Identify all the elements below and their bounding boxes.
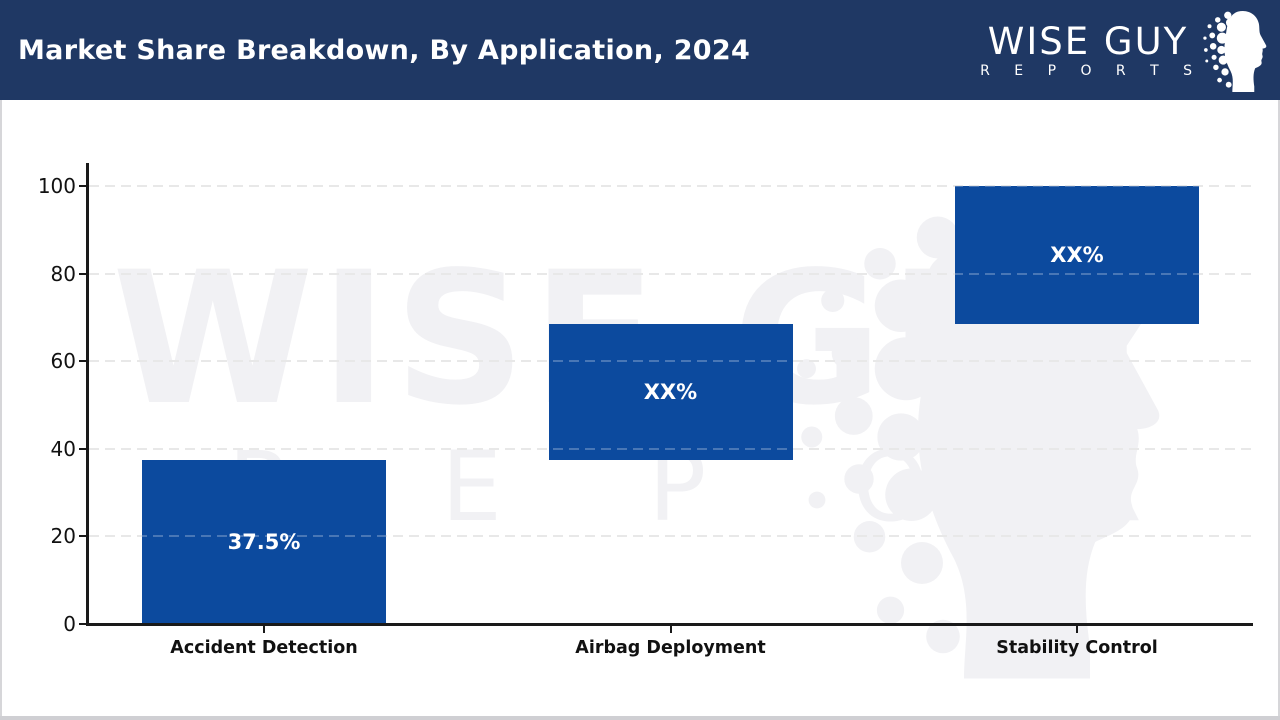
gridline-overlay — [89, 360, 1253, 363]
bar-value-label: XX% — [643, 379, 698, 404]
gridline — [89, 272, 1253, 275]
y-axis-tick — [79, 447, 88, 450]
bar-segment — [142, 459, 386, 624]
frame-edge-right — [1278, 100, 1280, 720]
y-axis-tick-label: 0 — [63, 612, 76, 636]
bar-segment — [955, 186, 1199, 324]
y-axis-tick — [79, 360, 88, 363]
watermark-face-icon — [797, 212, 1160, 679]
x-axis-tick — [263, 626, 265, 633]
gridline — [89, 185, 1253, 187]
gridline-overlay — [89, 185, 1253, 187]
gridline-overlay — [89, 447, 1253, 450]
y-axis-tick — [79, 535, 88, 538]
x-axis-tick — [669, 626, 672, 633]
x-axis-line — [86, 623, 1253, 626]
frame-edge-left — [0, 100, 2, 720]
wise-guy-face-icon — [1203, 11, 1267, 92]
y-axis-tick-label: 40 — [50, 436, 76, 461]
page-title: Market Share Breakdown, By Application, … — [18, 34, 751, 66]
bar-value-label: XX% — [1050, 242, 1104, 267]
gridline-overlay — [89, 272, 1253, 275]
chart-plot-area: 0 20 40 60 80 100 37.5% Accident Detection XX% Ai… — [0, 100, 1280, 720]
logo-wordmark: WISE GUY — [987, 19, 1189, 63]
logo-reports-text: R E P O R T S — [980, 62, 1202, 79]
y-axis-tick-label: 80 — [50, 261, 76, 286]
x-axis-category-label: Accident Detection — [170, 638, 358, 658]
frame-edge-bottom — [0, 716, 1280, 720]
y-axis-tick — [79, 185, 88, 187]
header-bar: Market Share Breakdown, By Application, … — [0, 0, 1280, 100]
y-axis-tick-label: 60 — [50, 349, 76, 374]
y-axis-tick-label: 100 — [37, 174, 76, 198]
gridline-overlay — [89, 535, 1253, 538]
y-axis-tick-label: 20 — [50, 524, 76, 549]
wise-guy-reports-logo: WISE GUY R E P O R T S — [974, 6, 1274, 94]
x-axis-category-label: Airbag Deployment — [575, 638, 766, 658]
logo-text: WISE GUY R E P O R T S — [974, 19, 1202, 79]
bar-segment — [548, 323, 793, 460]
y-axis-tick — [79, 272, 88, 275]
bar-value-label: 37.5% — [227, 529, 301, 554]
x-axis-category-label: Stability Control — [996, 638, 1158, 658]
x-axis-tick — [1076, 626, 1078, 633]
gridline — [89, 535, 1253, 538]
y-axis-line — [86, 163, 89, 626]
y-axis-tick — [79, 623, 88, 625]
